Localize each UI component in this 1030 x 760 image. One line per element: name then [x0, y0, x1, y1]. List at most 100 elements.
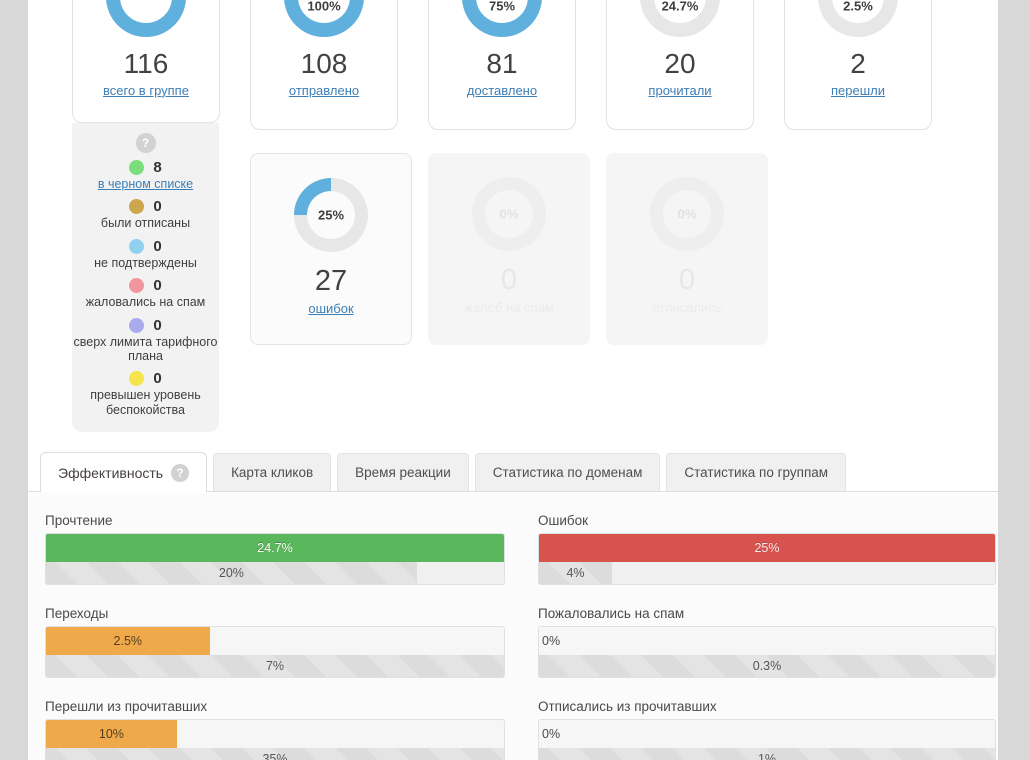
donut-hole — [307, 191, 355, 239]
card-value: 20 — [664, 48, 696, 79]
bar-group-label: Переходы — [45, 606, 109, 621]
bar-average-fill: 20% — [46, 562, 417, 584]
card-link[interactable]: доставлено — [466, 82, 538, 98]
secondary-card: 0% 0 отписались — [606, 153, 768, 345]
donut-percent-label: 25% — [317, 207, 345, 223]
summary-card: 116 всего в группе — [72, 0, 220, 123]
donut-percent-label: 100% — [307, 0, 341, 14]
summary-card: 24.7% 20 прочитали — [606, 0, 754, 130]
bar-group: Прочтение 24.7% 20% — [45, 513, 505, 585]
bar-value-fill: 24.7% — [46, 534, 504, 562]
bar-group: Отписались из прочитавших 0% 1% — [538, 699, 996, 760]
tab-item[interactable]: Статистика по группам — [666, 453, 847, 491]
bar-value-label: 0% — [542, 634, 561, 648]
card-value: 0 — [500, 264, 518, 296]
bar-box: 0% 1% — [538, 719, 996, 760]
status-dot-icon — [129, 160, 145, 175]
tab-active[interactable]: Эффективность? — [40, 452, 208, 492]
card-link[interactable]: прочитали — [648, 82, 712, 98]
breakdown-item: 8 в черном списке — [72, 159, 219, 191]
donut-percent-label: 75% — [488, 0, 516, 14]
bar-group: Ошибок 25% 4% — [538, 513, 996, 585]
card-link[interactable]: всего в группе — [103, 82, 189, 98]
tab-bar: Эффективность? Карта кликов Время реакции С… — [28, 452, 998, 492]
donut-hole — [654, 0, 706, 23]
tab-item[interactable]: Время реакции — [337, 453, 469, 491]
donut-chart: 100% — [284, 0, 364, 37]
bar-value-fill: 2.5% — [46, 627, 210, 655]
breakdown-item: 0 не подтверждены — [72, 238, 219, 270]
bar-average-track: 4% — [539, 562, 995, 584]
secondary-card: 0% 0 жалоб на спам — [428, 153, 590, 345]
donut-chart: 0% — [472, 177, 546, 251]
donut-hole — [663, 190, 711, 238]
donut-percent-label: 0% — [499, 206, 519, 222]
bar-value-fill: 25% — [539, 534, 995, 562]
breakdown-label[interactable]: в черном списке — [97, 177, 194, 191]
donut-chart: 75% — [462, 0, 542, 37]
secondary-card: 25% 27 ошибок — [250, 153, 412, 345]
bar-average-track: 35% — [46, 748, 504, 760]
bars-column-left: Прочтение 24.7% 20% Переходы 2.5% 7% Пер… — [45, 513, 505, 760]
donut-chart: 24.7% — [640, 0, 720, 37]
bar-value-track: 10% — [46, 720, 504, 748]
breakdown-panel: ? 8 в черном списке 0 были отписаны 0 не… — [72, 123, 219, 432]
bar-value-track: 24.7% — [46, 534, 504, 562]
card-value: 0 — [678, 264, 696, 296]
bar-average-track: 7% — [46, 655, 504, 677]
breakdown-label: были отписаны — [100, 216, 191, 231]
donut-percent-label: 24.7% — [661, 0, 699, 14]
tab-label: Время реакции — [355, 465, 451, 480]
bar-value-track: 2.5% — [46, 627, 504, 655]
breakdown-item-top: 8 — [72, 159, 219, 176]
tab-label: Эффективность — [58, 464, 164, 481]
bar-value-track: 0% — [539, 627, 995, 655]
tab-item[interactable]: Статистика по доменам — [474, 453, 661, 491]
breakdown-count: 0 — [153, 277, 162, 295]
effectiveness-panel: Прочтение 24.7% 20% Переходы 2.5% 7% Пер… — [28, 493, 998, 760]
bar-group-label: Прочтение — [45, 513, 113, 528]
donut-chart: 25% — [294, 178, 368, 252]
bar-average-fill: 7% — [46, 655, 504, 677]
donut-chart: 0% — [650, 177, 724, 251]
card-link[interactable]: перешли — [830, 82, 885, 98]
card-value: 2 — [850, 48, 866, 79]
bar-group-label: Ошибок — [538, 513, 589, 528]
breakdown-item-top: 0 — [72, 238, 219, 255]
breakdown-label: сверх лимита тарифного плана — [73, 334, 218, 363]
breakdown-item: 0 были отписаны — [72, 198, 219, 230]
donut-hole — [298, 0, 350, 23]
donut-hole — [485, 190, 533, 238]
bar-group: Переходы 2.5% 7% — [45, 606, 505, 678]
bar-box: 2.5% 7% — [45, 626, 505, 678]
bar-group-label: Отписались из прочитавших — [538, 699, 717, 714]
card-value: 27 — [314, 265, 348, 297]
bar-value-track: 0% — [539, 720, 995, 748]
bar-average-track: 20% — [46, 562, 504, 584]
summary-card: 75% 81 доставлено — [428, 0, 576, 130]
bar-group-label: Перешли из прочитавших — [45, 699, 208, 714]
help-icon[interactable]: ? — [135, 133, 156, 153]
card-link[interactable]: ошибок — [308, 300, 354, 316]
bar-average-fill: 1% — [539, 748, 995, 760]
tab-label: Карта кликов — [231, 465, 314, 480]
card-value: 116 — [123, 48, 169, 79]
donut-hole — [832, 0, 884, 23]
bar-group: Пожаловались на спам 0% 0.3% — [538, 606, 996, 678]
status-dot-icon — [129, 278, 145, 294]
bar-value-label: 0% — [542, 727, 561, 741]
breakdown-item-top: 0 — [72, 370, 219, 387]
breakdown-count: 8 — [153, 159, 162, 176]
card-link[interactable]: отправлено — [288, 82, 360, 98]
tab-label: Статистика по группам — [684, 465, 829, 480]
card-link: жалоб на спам — [464, 299, 554, 315]
status-dot-icon — [129, 371, 145, 387]
donut-percent-label: 2.5% — [843, 0, 873, 14]
help-icon[interactable]: ? — [171, 463, 190, 482]
tab-item[interactable]: Карта кликов — [213, 453, 332, 491]
bars-column-right: Ошибок 25% 4% Пожаловались на спам 0% 0.… — [538, 513, 996, 760]
breakdown-count: 0 — [153, 316, 162, 334]
tab-label: Статистика по доменам — [492, 465, 643, 480]
summary-card: 100% 108 отправлено — [250, 0, 398, 130]
